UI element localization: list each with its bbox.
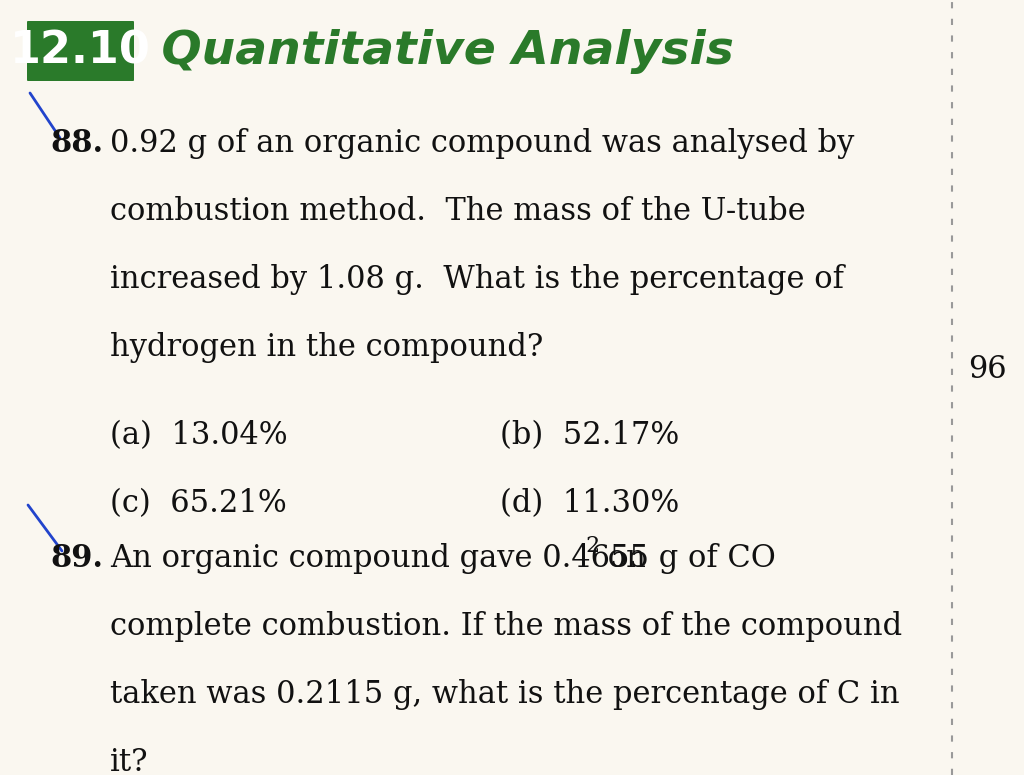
Text: complete combustion. If the mass of the compound: complete combustion. If the mass of the …	[110, 611, 902, 642]
Text: 12.10: 12.10	[10, 29, 151, 73]
Text: (c)  65.21%: (c) 65.21%	[110, 488, 287, 519]
Text: combustion method.  The mass of the U-tube: combustion method. The mass of the U-tub…	[110, 196, 806, 227]
Text: 2: 2	[586, 535, 600, 557]
Text: increased by 1.08 g.  What is the percentage of: increased by 1.08 g. What is the percent…	[110, 264, 844, 295]
Text: 0.92 g of an organic compound was analysed by: 0.92 g of an organic compound was analys…	[110, 128, 854, 159]
Text: taken was 0.2115 g, what is the percentage of C in: taken was 0.2115 g, what is the percenta…	[110, 679, 900, 710]
Text: 96: 96	[968, 354, 1007, 385]
Text: Quantitative Analysis: Quantitative Analysis	[145, 29, 734, 74]
FancyBboxPatch shape	[27, 21, 134, 81]
Text: on: on	[598, 543, 646, 574]
Text: it?: it?	[110, 747, 148, 775]
Text: (d)  11.30%: (d) 11.30%	[500, 488, 679, 519]
Text: An organic compound gave 0.4655 g of CO: An organic compound gave 0.4655 g of CO	[110, 543, 776, 574]
Text: 88.: 88.	[50, 128, 103, 159]
Text: (a)  13.04%: (a) 13.04%	[110, 420, 288, 451]
Text: hydrogen in the compound?: hydrogen in the compound?	[110, 332, 544, 363]
Text: (b)  52.17%: (b) 52.17%	[500, 420, 679, 451]
Text: 89.: 89.	[50, 543, 103, 574]
